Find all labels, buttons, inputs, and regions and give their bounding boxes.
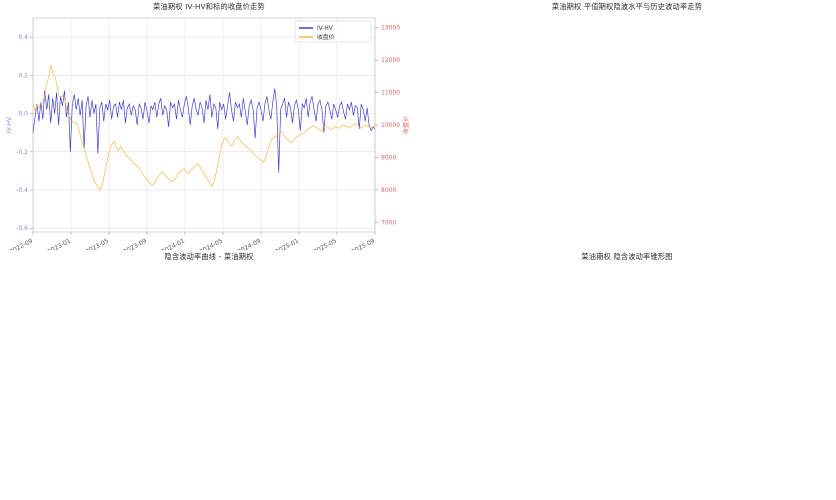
chart-top-right: 0.80.60.40.20.0-0.22022-092023-012023-05…: [418, 0, 836, 250]
y-tick-right: 9000: [381, 154, 396, 161]
x-tick: 2024-01: [161, 238, 187, 250]
y-axis-label-right: 收盘价: [402, 116, 410, 134]
chart-bottom-right: 08-0508-0708-0908-1108-1308-150.200.180.…: [418, 250, 836, 500]
series-收盘价: [32, 64, 376, 191]
y-axis-label-left: IV-HV: [6, 116, 13, 133]
panel-title-bottom-right: 菜油期权 隐含波动率锥形图: [581, 252, 673, 261]
x-tick: 2023-09: [123, 238, 149, 250]
legend-box: [294, 20, 372, 43]
plot-frame: [32, 17, 376, 233]
y-tick-left: -0.2: [16, 149, 28, 156]
chart-bottom-left: 80008500900095001000010500110000.240.220…: [0, 250, 418, 500]
y-tick-right: 13000: [381, 25, 400, 32]
chart-top-left: 0.4 0.2 0.0 -0.2 -0.4 -0.6 13000 12000 11000 1000…: [6, 17, 410, 256]
x-tick: 2025-05: [313, 238, 339, 250]
y-tick-left: -0.6: [16, 225, 28, 232]
y-tick-right: 12000: [381, 57, 400, 64]
x-tick: 2022-09: [9, 238, 35, 250]
y-tick-right: 8000: [381, 187, 396, 194]
legend-label: IV-HV: [317, 26, 333, 32]
panel-iv-cone: 菜油期权 隐含波动率锥形图 08-0508-0708-0908-1108-130…: [418, 250, 836, 500]
x-tick: 2023-01: [47, 238, 73, 250]
y-tick-left: 0.0: [18, 111, 28, 118]
panel-atm-iv-hv-trend: 菜油期权 平值期权隐波水平与历史波动率走势 0.80.60.40.20.0-0.…: [418, 0, 836, 250]
x-tick: 2024-09: [237, 238, 263, 250]
y-tick-right: 11000: [381, 90, 400, 97]
x-tick: 2025-09: [351, 238, 377, 250]
panel-title-top-right: 菜油期权 平值期权隐波水平与历史波动率走势: [551, 2, 703, 11]
y-tick-left: 0.4: [18, 34, 28, 41]
y-tick-left: 0.2: [18, 72, 28, 79]
x-tick: 2024-05: [199, 238, 225, 250]
x-tick: 2025-01: [275, 238, 301, 250]
panel-title-top-left: 菜油期权 IV-HV和标的收盘价走势: [153, 2, 265, 11]
series-IV-HV: [32, 88, 376, 173]
x-tick: 2023-05: [85, 238, 111, 250]
panel-title-bottom-left: 隐含波动率曲线 - 菜油期权: [164, 252, 254, 261]
y-tick-right: 7000: [381, 219, 396, 226]
panel-iv-smile-curve: 隐含波动率曲线 - 菜油期权 8000850090009500100001050…: [0, 250, 418, 500]
panel-iv-hv-close-price: 菜油期权 IV-HV和标的收盘价走势 0.4 0.2 0.0 -0.2 -0.4 -0.6…: [0, 0, 418, 256]
legend-label: 收盘价: [317, 33, 335, 41]
y-tick-right: 10000: [381, 122, 400, 129]
y-tick-left: -0.4: [16, 187, 28, 194]
